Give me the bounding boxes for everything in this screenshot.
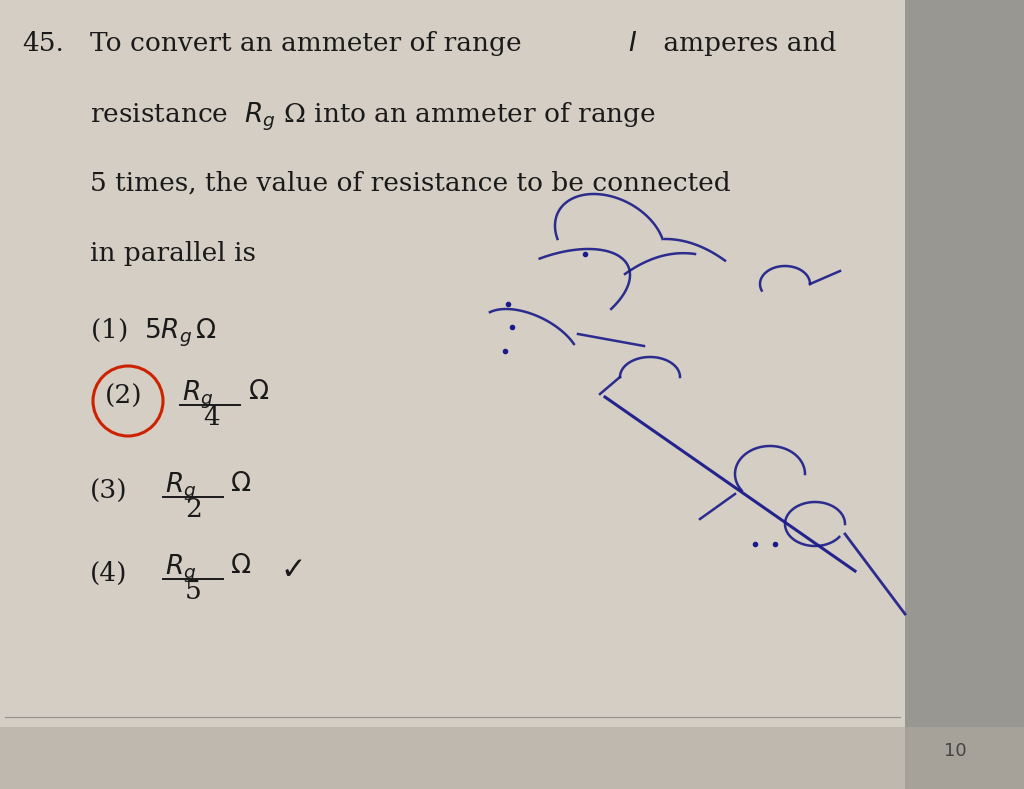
Bar <box>0 727 1024 789</box>
Text: 4: 4 <box>203 405 220 430</box>
Text: $\Omega$: $\Omega$ <box>230 471 251 496</box>
Text: 5: 5 <box>185 579 202 604</box>
Text: 10: 10 <box>944 742 967 760</box>
Text: 5 times, the value of resistance to be connected: 5 times, the value of resistance to be c… <box>90 171 731 196</box>
Text: 2: 2 <box>185 497 202 522</box>
Text: (1)  $5R_g\,\Omega$: (1) $5R_g\,\Omega$ <box>90 317 217 350</box>
Text: $R_g$: $R_g$ <box>182 379 213 411</box>
Bar <box>905 0 1024 789</box>
Text: (4): (4) <box>90 561 128 586</box>
Text: (3): (3) <box>90 479 128 504</box>
Text: $\Omega$: $\Omega$ <box>248 379 269 404</box>
Text: $\Omega$: $\Omega$ <box>230 553 251 578</box>
Text: $R_g$: $R_g$ <box>165 553 197 585</box>
Text: To convert an ammeter of range: To convert an ammeter of range <box>90 31 530 56</box>
Text: (2): (2) <box>105 384 142 409</box>
Text: amperes and: amperes and <box>655 31 837 56</box>
Text: $R_g$: $R_g$ <box>165 471 197 503</box>
Text: 45.: 45. <box>22 31 63 56</box>
Text: $I$: $I$ <box>628 31 637 56</box>
Text: in parallel is: in parallel is <box>90 241 256 266</box>
Text: resistance  $R_g$ Ω into an ammeter of range: resistance $R_g$ Ω into an ammeter of ra… <box>90 101 656 133</box>
Text: $\checkmark$: $\checkmark$ <box>280 553 302 584</box>
